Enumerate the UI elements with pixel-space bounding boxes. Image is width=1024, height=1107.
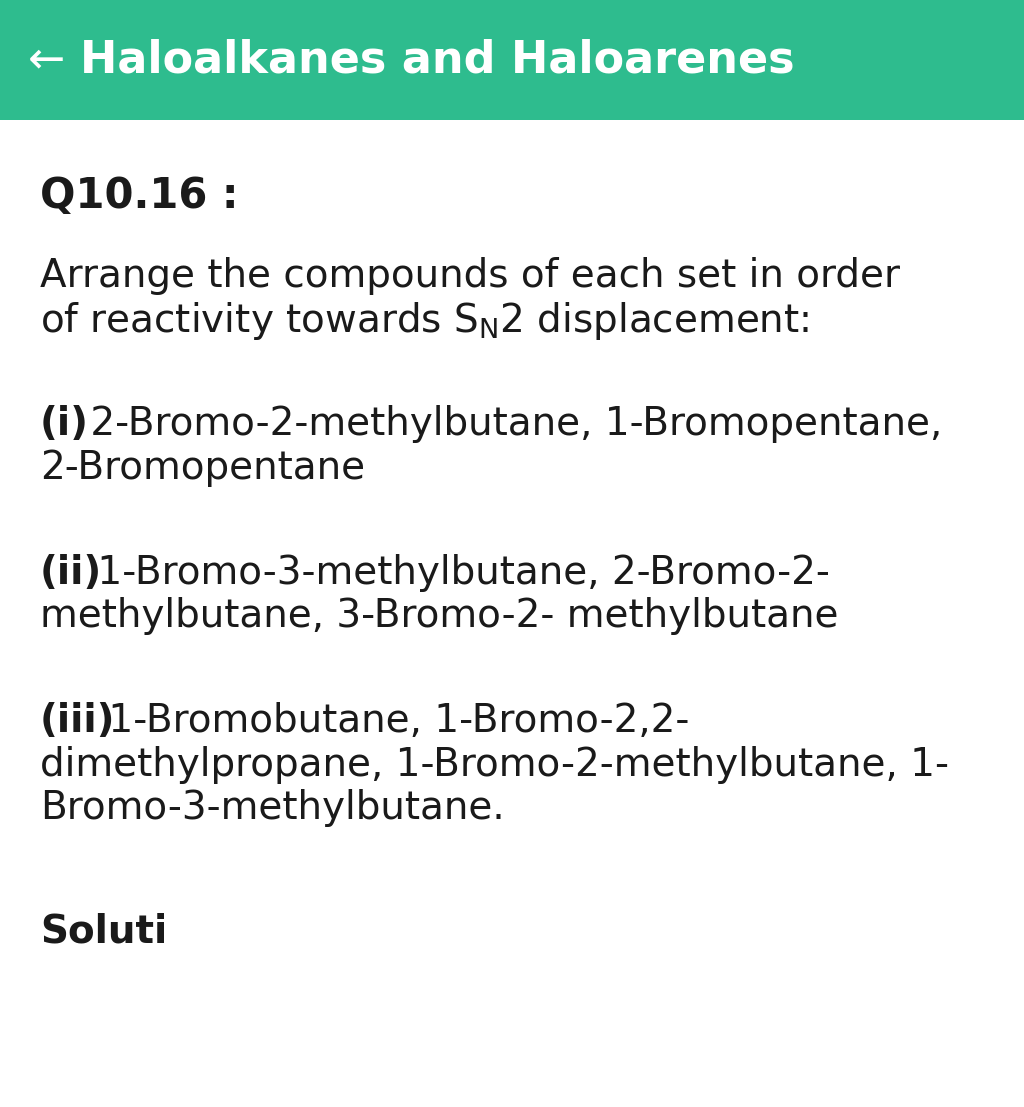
Text: methylbutane, 3-Bromo-2- methylbutane: methylbutane, 3-Bromo-2- methylbutane bbox=[40, 597, 839, 635]
Text: Haloalkanes and Haloarenes: Haloalkanes and Haloarenes bbox=[80, 39, 795, 82]
Text: Arrange the compounds of each set in order: Arrange the compounds of each set in ord… bbox=[40, 257, 900, 294]
Text: 1-Bromobutane, 1-Bromo-2,2-: 1-Bromobutane, 1-Bromo-2,2- bbox=[96, 702, 689, 741]
Text: Q10.16 :: Q10.16 : bbox=[40, 175, 239, 217]
Text: (ii): (ii) bbox=[40, 554, 102, 592]
Bar bbox=[0, 120, 1024, 1107]
Text: Bromo-3-methylbutane.: Bromo-3-methylbutane. bbox=[40, 789, 505, 827]
Text: dimethylpropane, 1-Bromo-2-methylbutane, 1-: dimethylpropane, 1-Bromo-2-methylbutane,… bbox=[40, 745, 949, 784]
Text: (iii): (iii) bbox=[40, 702, 116, 741]
Text: of reactivity towards $\mathrm{S_{N}}$2 displacement:: of reactivity towards $\mathrm{S_{N}}$2 … bbox=[40, 300, 809, 342]
Text: Soluti: Soluti bbox=[40, 912, 167, 951]
Text: 2-Bromo-2-methylbutane, 1-Bromopentane,: 2-Bromo-2-methylbutane, 1-Bromopentane, bbox=[78, 405, 942, 444]
Bar bbox=[0, 0, 1024, 120]
Text: 1-Bromo-3-methylbutane, 2-Bromo-2-: 1-Bromo-3-methylbutane, 2-Bromo-2- bbox=[85, 554, 829, 592]
Text: ←: ← bbox=[28, 39, 66, 82]
Text: 2-Bromopentane: 2-Bromopentane bbox=[40, 448, 366, 487]
Text: (i): (i) bbox=[40, 405, 89, 444]
